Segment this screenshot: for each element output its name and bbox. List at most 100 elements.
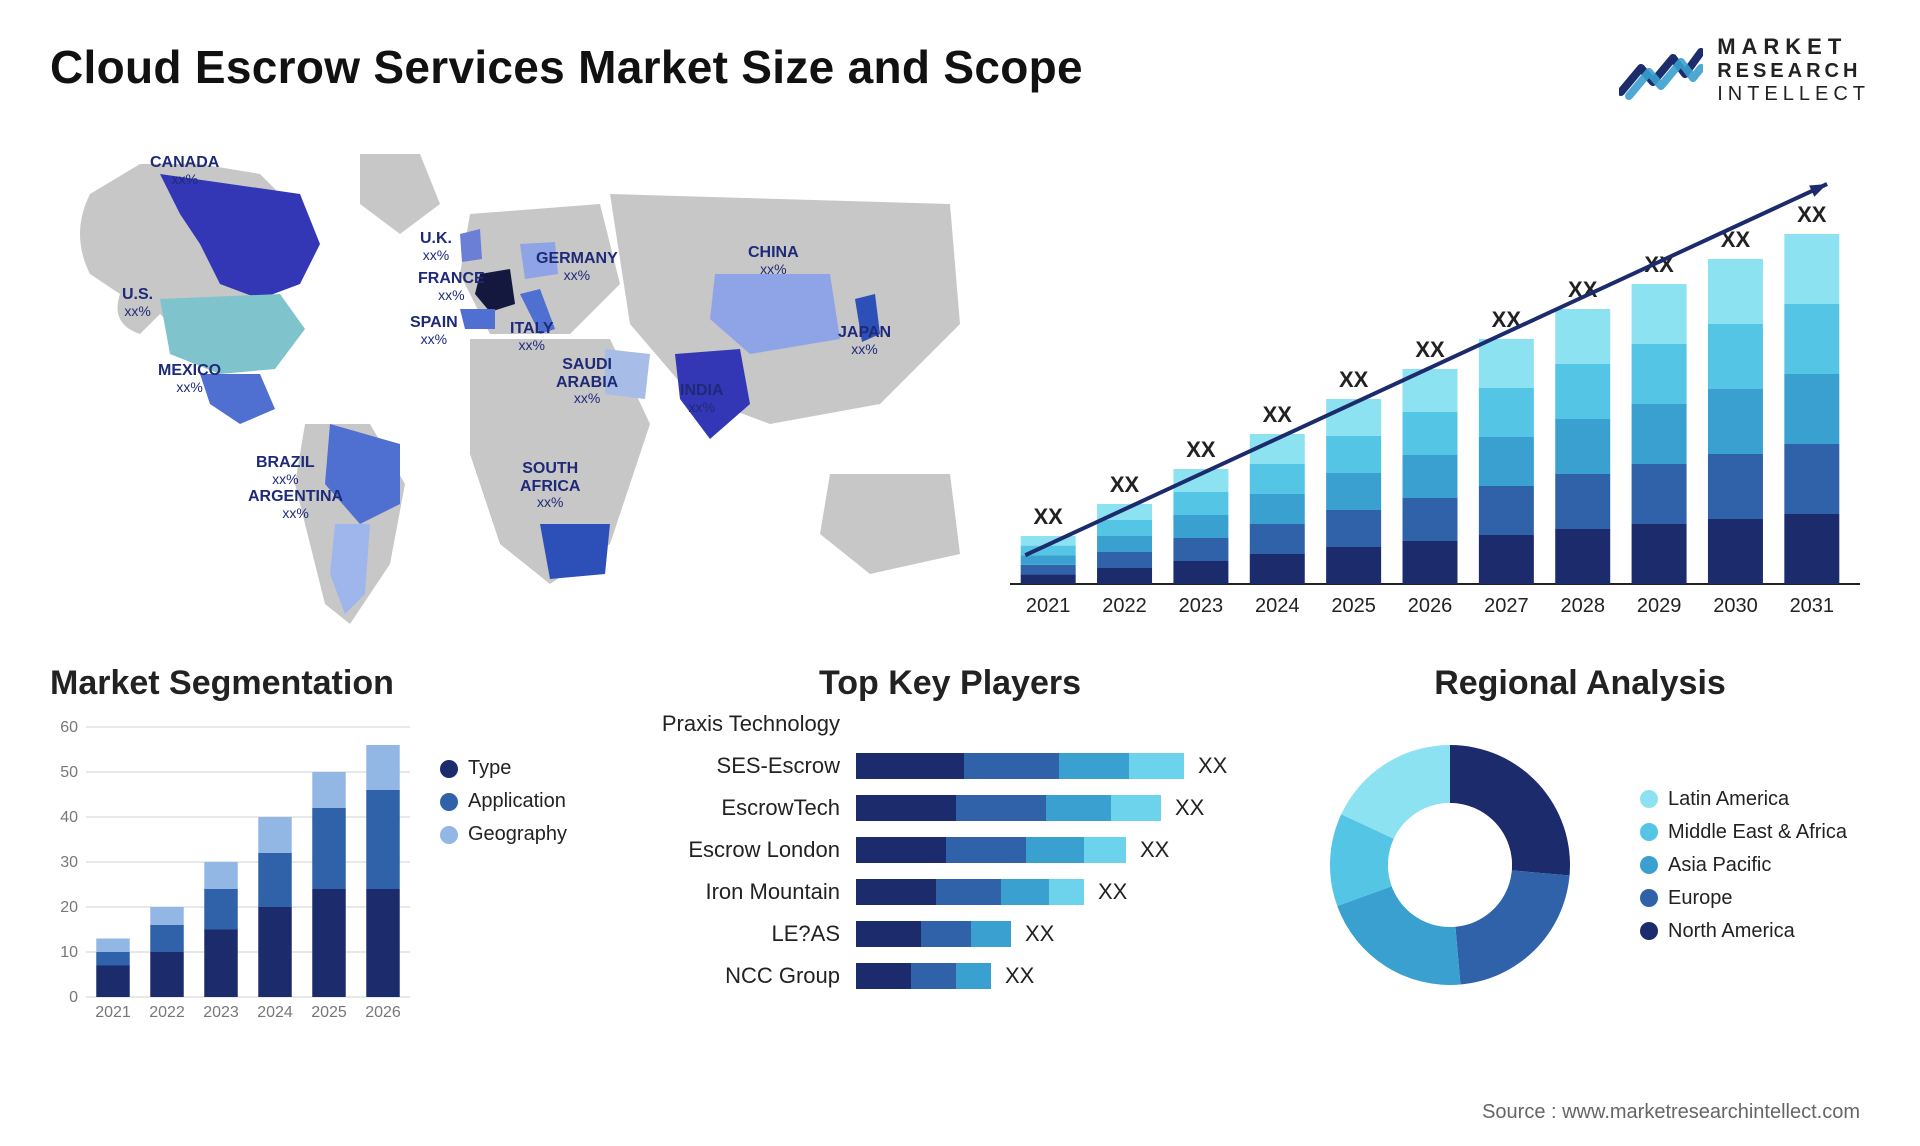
svg-text:2021: 2021 bbox=[95, 1004, 131, 1021]
svg-text:XX: XX bbox=[1186, 437, 1216, 462]
player-bar: XX bbox=[856, 795, 1260, 821]
player-bar: XX bbox=[856, 963, 1260, 989]
legend-item: Geography bbox=[440, 823, 567, 846]
svg-text:60: 60 bbox=[60, 719, 78, 736]
svg-text:2029: 2029 bbox=[1637, 595, 1682, 617]
svg-text:2025: 2025 bbox=[1331, 595, 1376, 617]
player-bar: XX bbox=[856, 837, 1260, 863]
svg-text:0: 0 bbox=[69, 989, 78, 1006]
segmentation-title: Market Segmentation bbox=[50, 664, 610, 703]
svg-text:2024: 2024 bbox=[257, 1004, 293, 1021]
segmentation-panel: Market Segmentation 01020304050602021202… bbox=[50, 664, 610, 1027]
map-label: CANADAxx% bbox=[150, 154, 219, 187]
players-list: Praxis TechnologySES-EscrowXXEscrowTechX… bbox=[640, 711, 1260, 989]
world-map-panel: CANADAxx% U.S.xx% MEXICOxx% BRAZILxx%ARGENT… bbox=[50, 124, 990, 644]
segmentation-legend: Type Application Geography bbox=[440, 747, 567, 856]
legend-item: Type bbox=[440, 757, 567, 780]
player-name: Iron Mountain bbox=[640, 879, 856, 905]
legend-item: Europe bbox=[1640, 887, 1847, 910]
players-panel: Top Key Players Praxis Technology SES-Esc… bbox=[640, 664, 1260, 1027]
svg-text:2027: 2027 bbox=[1484, 595, 1529, 617]
player-row: Escrow LondonXX bbox=[640, 837, 1260, 863]
player-value: XX bbox=[1198, 753, 1227, 779]
map-label: ARGENTINAxx% bbox=[248, 488, 343, 521]
regional-panel: Regional Analysis Latin America Middle Ea… bbox=[1290, 664, 1870, 1027]
player-name: Escrow London bbox=[640, 837, 856, 863]
map-label: MEXICOxx% bbox=[158, 362, 221, 395]
player-bar: XX bbox=[856, 753, 1260, 779]
logo-line2: RESEARCH bbox=[1717, 61, 1870, 81]
player-name: EscrowTech bbox=[640, 795, 856, 821]
svg-text:40: 40 bbox=[60, 809, 78, 826]
svg-text:XX: XX bbox=[1797, 202, 1827, 227]
map-label: ITALYxx% bbox=[510, 320, 554, 353]
page-title: Cloud Escrow Services Market Size and Sc… bbox=[50, 40, 1083, 94]
svg-text:XX: XX bbox=[1034, 504, 1064, 529]
player-row: NCC Group XX bbox=[640, 963, 1260, 989]
svg-text:XX: XX bbox=[1263, 402, 1293, 427]
map-label: BRAZILxx% bbox=[256, 454, 315, 487]
svg-text:50: 50 bbox=[60, 764, 78, 781]
legend-item: Latin America bbox=[1640, 788, 1847, 811]
regional-title: Regional Analysis bbox=[1290, 664, 1870, 703]
player-value: XX bbox=[1025, 921, 1054, 947]
svg-text:2025: 2025 bbox=[311, 1004, 347, 1021]
row-1: CANADAxx% U.S.xx% MEXICOxx% BRAZILxx%ARGENT… bbox=[50, 124, 1870, 644]
map-label: SAUDIARABIAxx% bbox=[556, 356, 618, 407]
svg-text:XX: XX bbox=[1339, 367, 1369, 392]
svg-text:XX: XX bbox=[1415, 337, 1445, 362]
svg-text:XX: XX bbox=[1110, 472, 1140, 497]
svg-text:2023: 2023 bbox=[1179, 595, 1224, 617]
map-label: CHINAxx% bbox=[748, 244, 799, 277]
map-label: INDIAxx% bbox=[680, 382, 724, 415]
source-text: Source : www.marketresearchintellect.com bbox=[1482, 1101, 1860, 1124]
main-bar-chart: 2021 XX 2022 XX 2023 XX 2024 XX 2025 XX 2026 XX 2027… bbox=[990, 124, 1870, 644]
players-title: Top Key Players bbox=[640, 664, 1260, 703]
row-2: Market Segmentation 01020304050602021202… bbox=[50, 664, 1870, 1027]
player-bar: XX bbox=[856, 879, 1260, 905]
legend-item: Application bbox=[440, 790, 567, 813]
regional-legend: Latin America Middle East & Africa Asia Pa… bbox=[1640, 778, 1847, 953]
regional-donut bbox=[1290, 715, 1610, 1015]
player-bar: XX bbox=[856, 921, 1260, 947]
header: Cloud Escrow Services Market Size and Sc… bbox=[50, 40, 1870, 104]
map-label: GERMANYxx% bbox=[536, 250, 618, 283]
svg-text:2030: 2030 bbox=[1713, 595, 1758, 617]
svg-text:2028: 2028 bbox=[1560, 595, 1605, 617]
svg-text:20: 20 bbox=[60, 899, 78, 916]
player-row: Iron MountainXX bbox=[640, 879, 1260, 905]
svg-text:2022: 2022 bbox=[149, 1004, 185, 1021]
logo-text: MARKET RESEARCH INTELLECT bbox=[1717, 36, 1870, 104]
logo-line1: MARKET bbox=[1717, 36, 1870, 58]
logo-line3: INTELLECT bbox=[1717, 84, 1870, 104]
map-label: SPAINxx% bbox=[410, 314, 458, 347]
player-value: XX bbox=[1005, 963, 1034, 989]
player-name: Praxis Technology bbox=[640, 711, 856, 737]
player-row: EscrowTech XX bbox=[640, 795, 1260, 821]
player-name: SES-Escrow bbox=[640, 753, 856, 779]
map-label: JAPANxx% bbox=[838, 324, 891, 357]
svg-text:2031: 2031 bbox=[1790, 595, 1835, 617]
map-label: U.K.xx% bbox=[420, 230, 452, 263]
map-label: FRANCExx% bbox=[418, 270, 485, 303]
legend-item: Middle East & Africa bbox=[1640, 821, 1847, 844]
legend-item: North America bbox=[1640, 920, 1847, 943]
page: Cloud Escrow Services Market Size and Sc… bbox=[0, 0, 1920, 1146]
map-label: SOUTHAFRICAxx% bbox=[520, 460, 580, 511]
svg-text:10: 10 bbox=[60, 944, 78, 961]
map-label: U.S.xx% bbox=[122, 286, 153, 319]
svg-text:2021: 2021 bbox=[1026, 595, 1071, 617]
main-chart-svg: 2021 XX 2022 XX 2023 XX 2024 XX 2025 XX 2026 XX 2027… bbox=[990, 124, 1870, 644]
svg-text:2026: 2026 bbox=[1408, 595, 1453, 617]
svg-text:2026: 2026 bbox=[365, 1004, 401, 1021]
legend-item: Asia Pacific bbox=[1640, 854, 1847, 877]
svg-text:2022: 2022 bbox=[1102, 595, 1147, 617]
player-row: LE?ASXX bbox=[640, 921, 1260, 947]
player-name: NCC Group bbox=[640, 963, 856, 989]
svg-text:2023: 2023 bbox=[203, 1004, 239, 1021]
svg-text:2024: 2024 bbox=[1255, 595, 1300, 617]
brand-logo: MARKET RESEARCH INTELLECT bbox=[1619, 36, 1870, 104]
player-row: Praxis Technology bbox=[640, 711, 1260, 737]
player-value: XX bbox=[1175, 795, 1204, 821]
logo-icon bbox=[1619, 38, 1703, 102]
